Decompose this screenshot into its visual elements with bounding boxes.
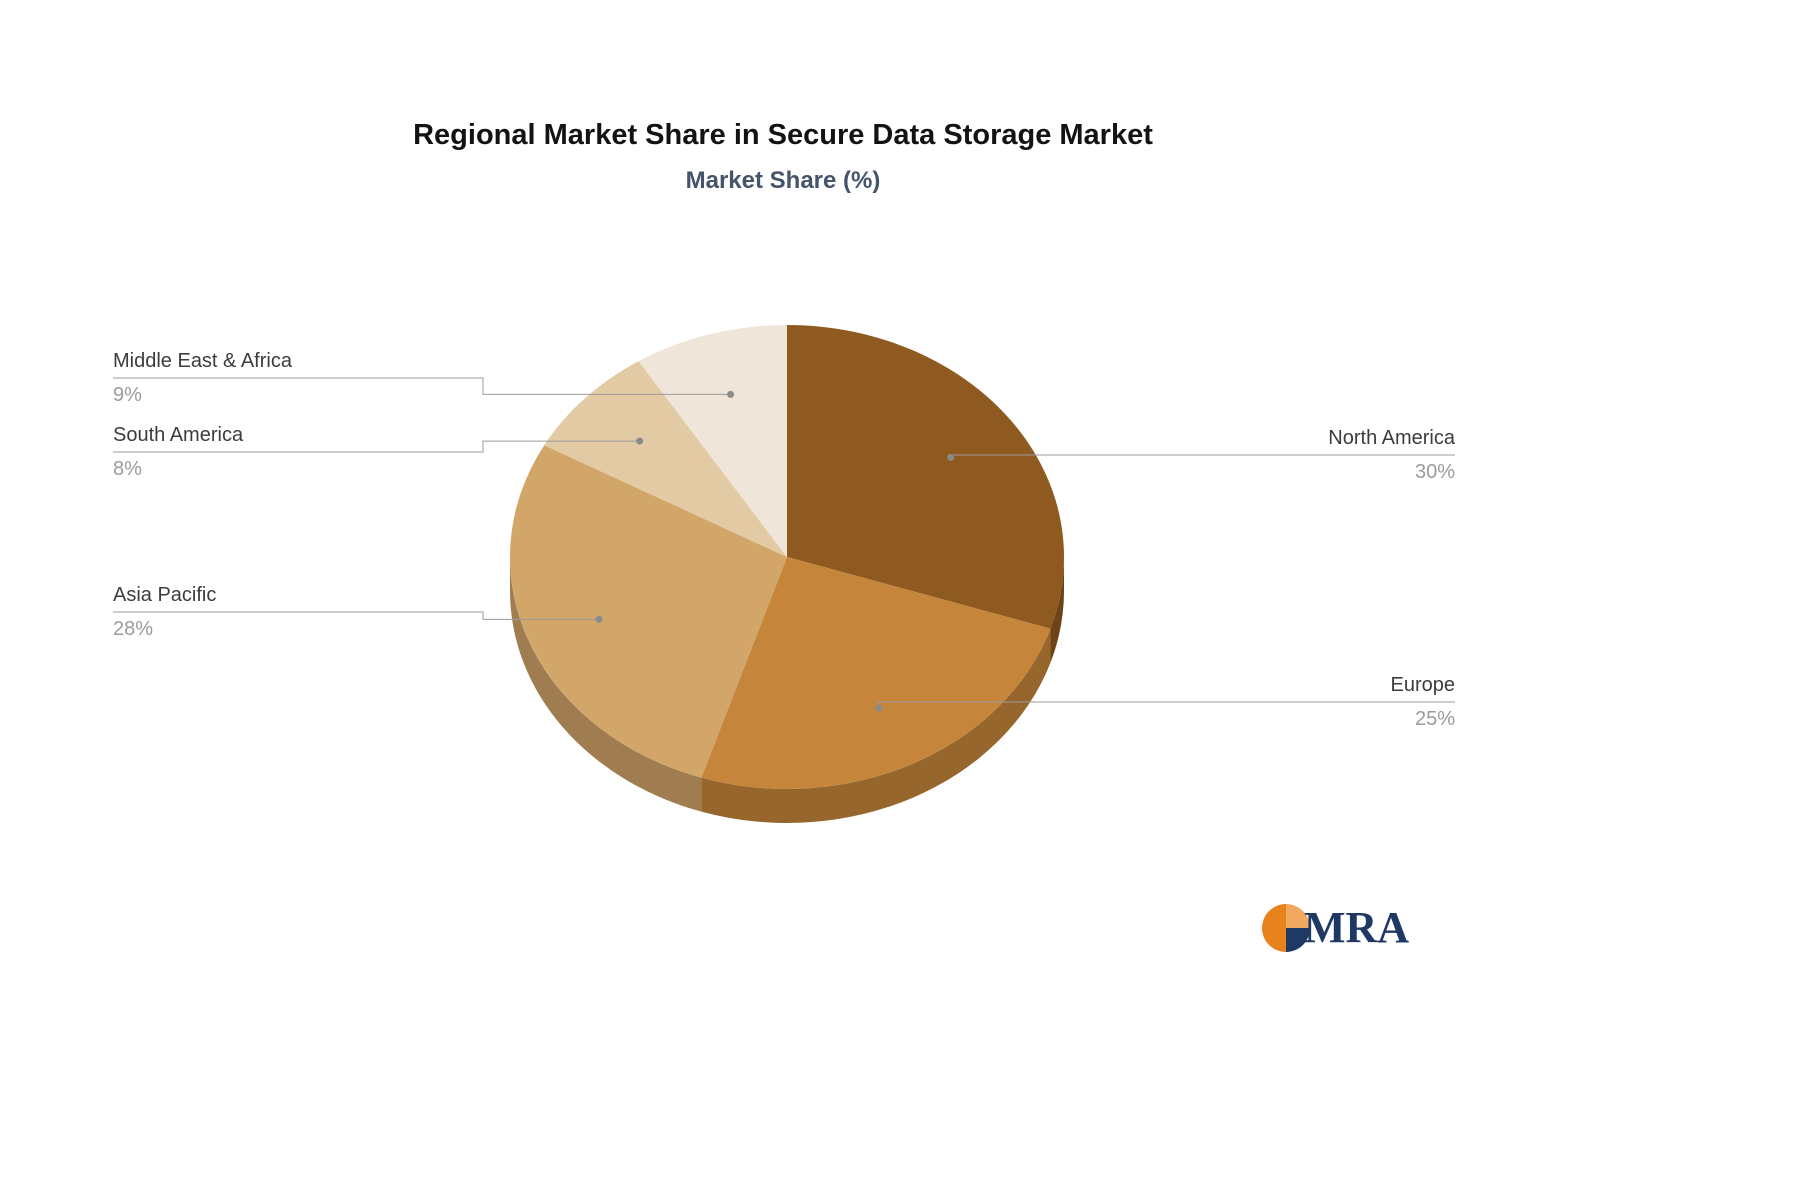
pie-slice-side <box>701 628 1051 823</box>
pie-slice-south-america <box>544 361 787 557</box>
pie-slice-middle-east-africa <box>638 325 787 557</box>
slice-value: 25% <box>1414 708 1455 730</box>
pie-slice-north-america <box>787 325 1064 629</box>
pie-slice-side <box>510 557 702 812</box>
chart-title: Regional Market Share in Secure Data Sto… <box>413 119 1153 151</box>
leader-line <box>113 377 731 395</box>
logo-pie-icon <box>1262 904 1310 952</box>
label-middle-east-africa: Middle East & Africa 9% <box>113 346 292 410</box>
brand-logo: MRA <box>1260 902 1409 954</box>
slice-value: 30% <box>1414 461 1455 483</box>
slice-name: North America <box>1328 427 1455 449</box>
pie-slice-europe <box>701 557 1051 790</box>
label-north-america: North America 30% <box>1328 423 1455 487</box>
leader-dot <box>727 390 735 398</box>
leader-line <box>113 440 640 453</box>
logo-text: MRA <box>1304 903 1410 952</box>
pie-slice-side <box>1050 557 1064 663</box>
leader-dot <box>595 615 603 623</box>
leader-line <box>113 611 599 620</box>
label-europe: Europe 25% <box>1391 670 1456 734</box>
slice-value: 9% <box>113 384 142 406</box>
leader-dot <box>875 704 883 712</box>
leader-dot <box>636 437 644 445</box>
slice-value: 8% <box>113 458 142 480</box>
leader-dot <box>947 453 955 461</box>
slice-value: 28% <box>113 618 154 640</box>
label-asia-pacific: Asia Pacific 28% <box>113 580 216 644</box>
slice-name: Middle East & Africa <box>113 350 292 372</box>
pie-slice-asia-pacific <box>510 445 787 778</box>
slice-name: Asia Pacific <box>113 584 217 606</box>
label-south-america: South America 8% <box>113 420 243 484</box>
slice-name: South America <box>113 424 244 446</box>
chart-subtitle: Market Share (%) <box>685 167 881 194</box>
slice-name: Europe <box>1390 674 1456 696</box>
